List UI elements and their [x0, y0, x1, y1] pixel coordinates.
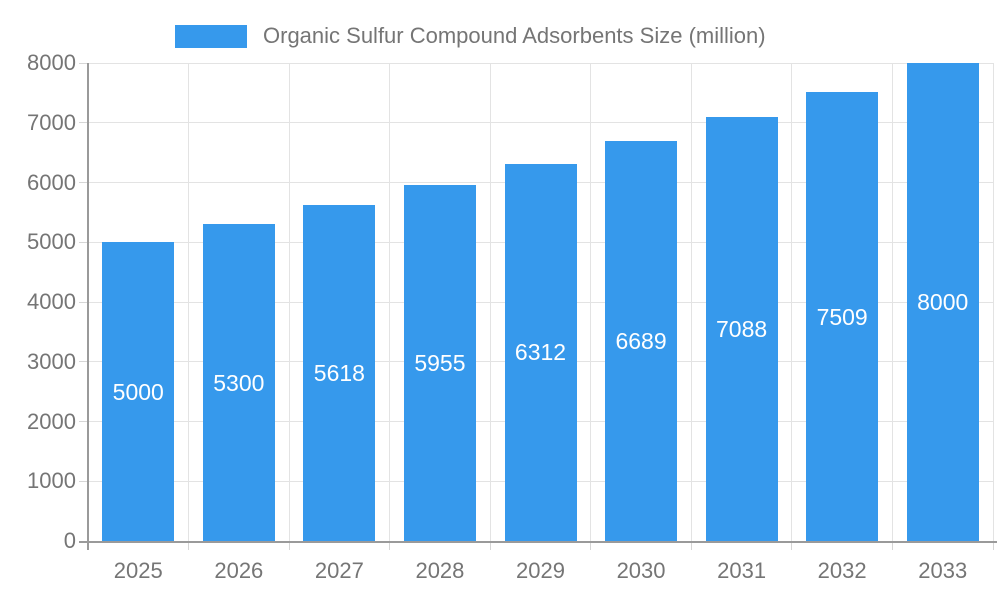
y-axis-tick	[79, 241, 88, 243]
bar-2025	[102, 242, 175, 541]
x-axis-tick-label: 2033	[918, 558, 968, 583]
x-axis-tick	[389, 541, 391, 550]
x-axis-tick	[891, 541, 893, 550]
x-gridline	[590, 63, 592, 541]
x-axis-tick	[590, 541, 592, 550]
y-axis-tick	[79, 182, 88, 183]
y-axis-tick-label: 2000	[27, 408, 76, 434]
bar-value-label: 5300	[213, 369, 265, 396]
bar-value-label: 8000	[917, 289, 969, 315]
x-gridline	[791, 63, 793, 541]
y-gridline	[88, 122, 993, 124]
x-axis-tick-label: 2032	[817, 558, 867, 583]
x-axis-tick-label: 2027	[314, 558, 364, 583]
x-gridline	[389, 63, 391, 541]
y-axis-tick	[79, 421, 88, 422]
y-axis-tick	[79, 301, 88, 303]
bar-2032	[806, 92, 879, 541]
bar-2029	[504, 163, 577, 541]
y-axis-tick-label: 3000	[27, 348, 76, 374]
x-axis-tick-label: 2025	[113, 558, 163, 583]
y-axis-tick	[79, 480, 88, 482]
bar-value-label: 5955	[414, 350, 466, 377]
bar-value-label: 6689	[615, 328, 667, 355]
chart-title: Organic Sulfur Compound Adsorbents Size …	[263, 23, 766, 48]
x-axis-tick-label: 2026	[214, 558, 264, 583]
x-axis-tick-label: 2029	[516, 558, 565, 583]
bar-2028	[403, 185, 476, 541]
x-gridline	[188, 63, 190, 541]
x-axis-tick	[690, 541, 692, 550]
bar-value-label: 6312	[514, 339, 567, 366]
y-axis-line	[87, 63, 89, 550]
y-axis-tick-label: 4000	[27, 289, 76, 314]
x-axis-tick	[992, 541, 994, 550]
x-gridline	[288, 63, 290, 541]
x-axis-tick	[489, 541, 491, 550]
bar-2031	[705, 117, 778, 541]
bar-value-label: 7509	[816, 303, 868, 330]
chart-legend[interactable]: Organic Sulfur Compound Adsorbents Size …	[175, 23, 766, 49]
x-gridline	[992, 63, 994, 541]
x-axis-tick-label: 2028	[415, 558, 465, 583]
x-axis-tick	[791, 541, 793, 550]
bar-2033	[906, 63, 979, 541]
x-axis-line	[79, 541, 997, 543]
y-gridline	[88, 62, 993, 64]
bar-2026	[202, 224, 275, 541]
y-axis-tick	[79, 62, 88, 64]
bar-value-label: 5000	[112, 378, 164, 405]
x-axis-tick-label: 2031	[717, 558, 767, 583]
x-gridline	[690, 63, 692, 541]
x-axis-tick-label: 2030	[616, 558, 666, 583]
x-axis-tick	[188, 541, 190, 550]
y-axis-tick-label: 7000	[27, 109, 76, 135]
bar-value-label: 5618	[313, 360, 365, 387]
y-axis-tick-label: 6000	[27, 169, 76, 195]
y-axis-tick-label: 5000	[27, 229, 76, 255]
y-axis-tick-label: 8000	[27, 50, 76, 75]
y-axis-tick-label: 0	[63, 528, 76, 553]
bar-2030	[605, 141, 678, 541]
y-axis-tick	[79, 361, 88, 363]
legend-swatch	[175, 24, 247, 48]
y-axis-tick-label: 1000	[27, 468, 76, 494]
bar-value-label: 7088	[716, 316, 768, 343]
x-axis-tick	[288, 541, 290, 550]
x-gridline	[891, 63, 893, 541]
bar-2027	[303, 205, 376, 541]
x-gridline	[489, 63, 491, 541]
y-axis-tick	[79, 122, 88, 124]
